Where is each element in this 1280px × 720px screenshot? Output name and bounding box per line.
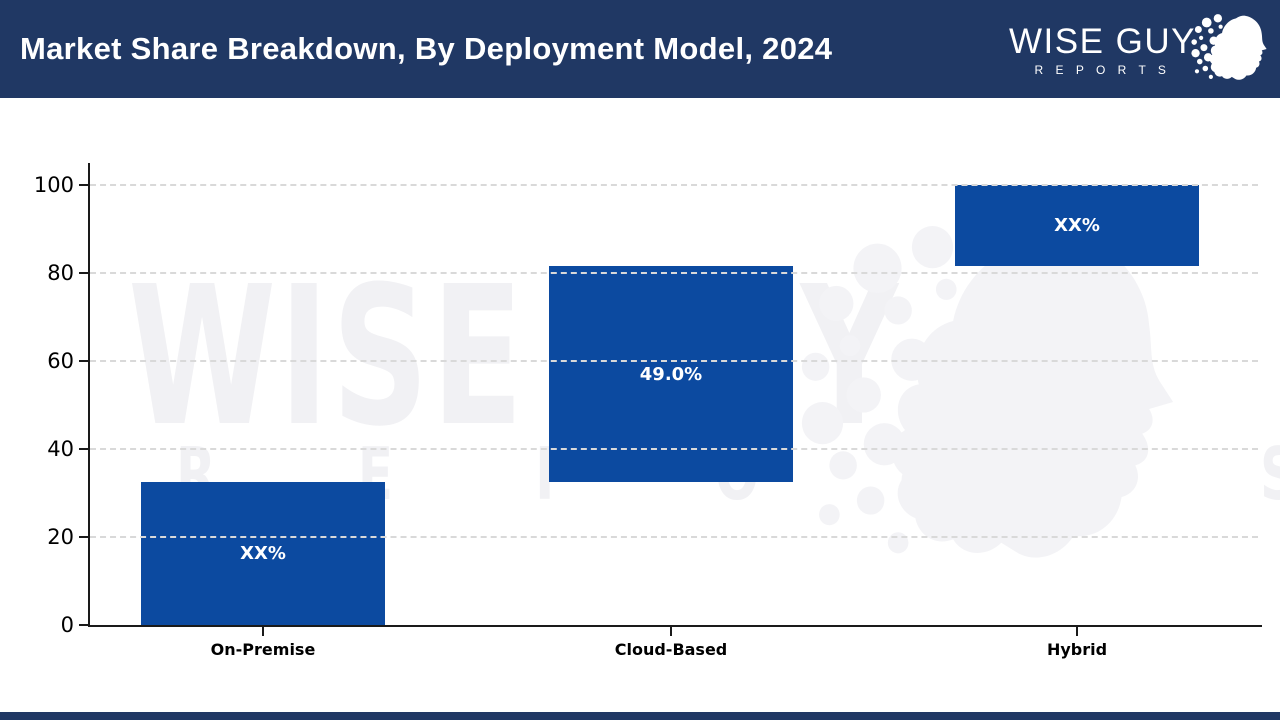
y-tick-label-80: 80 (47, 261, 74, 285)
y-tick-100 (79, 184, 88, 186)
y-tick-label-60: 60 (47, 349, 74, 373)
y-tick-label-0: 0 (60, 613, 74, 637)
page-title: Market Share Breakdown, By Deployment Mo… (20, 31, 833, 66)
gridline-40 (90, 448, 1258, 450)
plot-area: XX% 49.0% XX% 0 20 40 60 80 100 On-Premise Cloud-B… (0, 98, 1280, 712)
header-bar: Market Share Breakdown, By Deployment Mo… (0, 0, 1280, 98)
logo-subtext: R E P O R T S (1034, 62, 1171, 77)
wiseguy-logo: WISE GUY R E P O R T S (1009, 7, 1268, 91)
y-tick-0 (79, 624, 88, 626)
footer-bar (0, 712, 1280, 720)
y-tick-label-40: 40 (47, 437, 74, 461)
gridline-20 (90, 536, 1258, 538)
y-axis-line (88, 163, 90, 627)
watermark-head-icon (801, 226, 1174, 558)
y-tick-20 (79, 536, 88, 538)
gridline-60 (90, 360, 1258, 362)
category-label-cloud-based: Cloud-Based (614, 640, 728, 659)
logo-wordmark: WISE GUY (1008, 21, 1196, 61)
gridline-100 (90, 184, 1258, 186)
x-axis-line (88, 625, 1262, 627)
logo-text: WISE GUY R E P O R T S (1009, 22, 1196, 77)
category-label-hybrid: Hybrid (1046, 640, 1108, 659)
y-tick-40 (79, 448, 88, 450)
gridline-80 (90, 272, 1258, 274)
y-tick-label-20: 20 (47, 525, 74, 549)
y-tick-80 (79, 272, 88, 274)
category-label-on-premise: On-Premise (210, 640, 316, 659)
bar-value-label: XX% (240, 543, 286, 564)
bar-on-premise: XX% (141, 482, 385, 625)
bar-value-label: XX% (1054, 215, 1100, 237)
y-tick-60 (79, 360, 88, 362)
y-tick-label-100: 100 (33, 173, 74, 197)
bar-cloud-based: 49.0% (549, 266, 793, 482)
logo-head-icon (1191, 14, 1267, 80)
bar-value-label: 49.0% (639, 363, 703, 385)
bar-hybrid: XX% (955, 185, 1199, 267)
x-tick-1 (670, 627, 672, 636)
x-tick-2 (1076, 627, 1078, 636)
x-tick-0 (262, 627, 264, 636)
